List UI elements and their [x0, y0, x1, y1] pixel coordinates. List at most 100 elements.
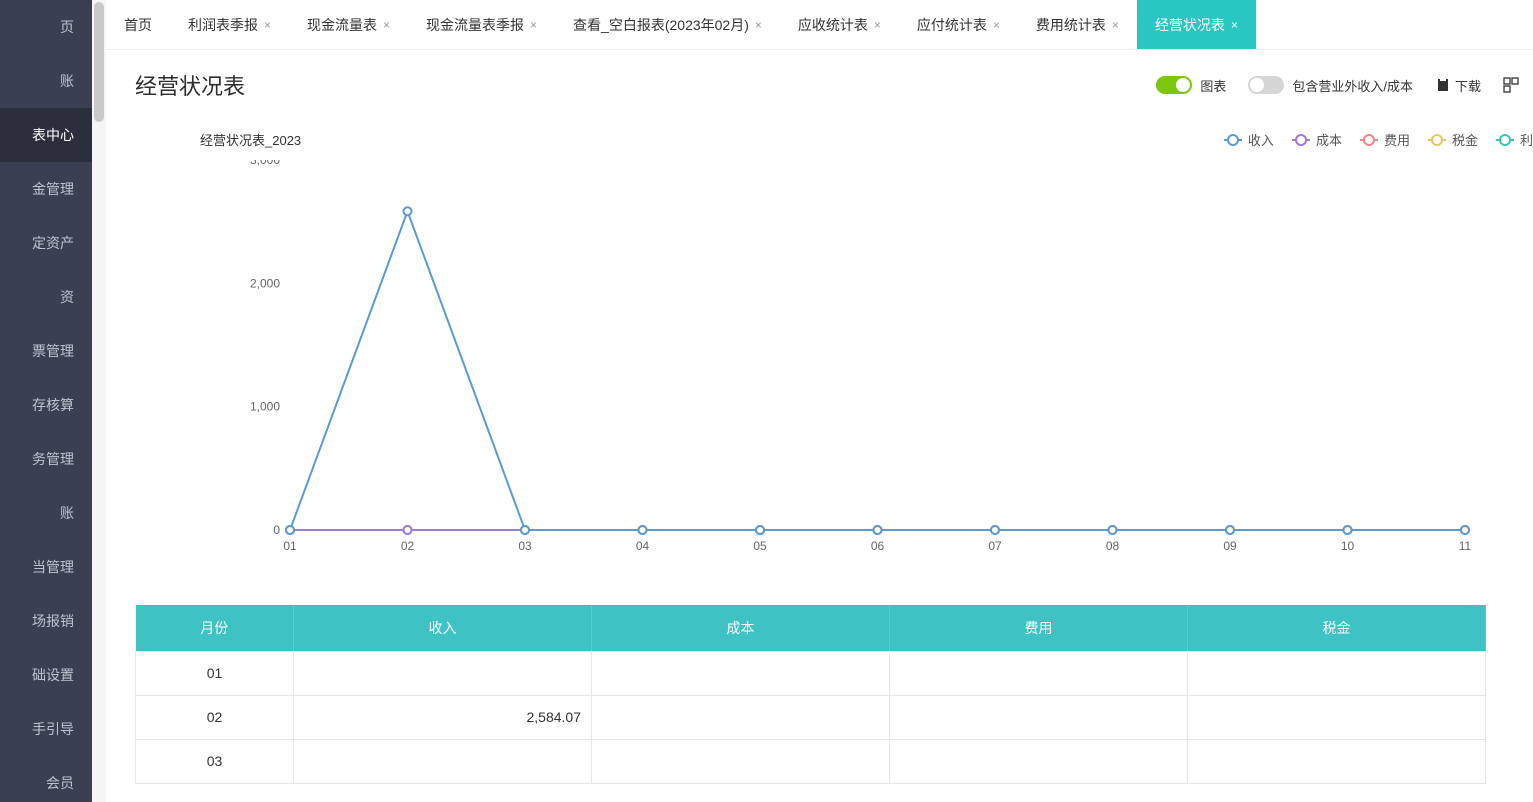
- svg-text:2,000: 2,000: [250, 276, 280, 290]
- tab-2[interactable]: 现金流量表 ×: [289, 0, 408, 49]
- close-icon[interactable]: ×: [383, 18, 390, 32]
- tab-bar: 首页 利润表季报 × 现金流量表 × 现金流量表季报 × 查看_空白报表(2023年02月) ×…: [106, 0, 1533, 50]
- sidebar-item-14[interactable]: 会员: [0, 756, 92, 802]
- sidebar-item-4[interactable]: 定资产: [0, 216, 92, 270]
- svg-text:02: 02: [401, 539, 415, 553]
- toggle-chart-label: 图表: [1200, 76, 1226, 95]
- tab-label: 应收统计表: [798, 15, 868, 35]
- svg-text:06: 06: [871, 539, 885, 553]
- legend-label: 费用: [1384, 130, 1410, 149]
- tab-label: 利润表季报: [188, 15, 258, 35]
- business-status-chart: 01,0002,0003,0000102030405060708091011: [135, 160, 1533, 570]
- col-header-2: 成本: [592, 605, 890, 651]
- tab-label: 查看_空白报表(2023年02月): [573, 15, 749, 35]
- tab-label: 现金流量表季报: [426, 15, 524, 35]
- legend-swatch: [1428, 135, 1446, 145]
- table-cell: [890, 695, 1188, 739]
- svg-text:11: 11: [1459, 539, 1472, 553]
- toggle-chart[interactable]: [1156, 76, 1192, 94]
- svg-text:04: 04: [636, 539, 650, 553]
- legend-swatch: [1292, 135, 1310, 145]
- close-icon[interactable]: ×: [530, 18, 537, 32]
- sidebar-item-2[interactable]: 表中心: [0, 108, 92, 162]
- download-button[interactable]: 下载: [1435, 76, 1481, 95]
- col-header-3: 费用: [890, 605, 1188, 651]
- tab-3[interactable]: 现金流量表季报 ×: [408, 0, 555, 49]
- table-cell: [592, 695, 890, 739]
- tab-1[interactable]: 利润表季报 ×: [170, 0, 289, 49]
- tab-6[interactable]: 应付统计表 ×: [899, 0, 1018, 49]
- tab-label: 现金流量表: [307, 15, 377, 35]
- legend-swatch: [1496, 135, 1514, 145]
- table-cell: [592, 739, 890, 783]
- table-cell: 2,584.07: [294, 695, 592, 739]
- page-title: 经营状况表: [135, 69, 245, 101]
- svg-text:09: 09: [1223, 539, 1237, 553]
- chart-title: 经营状况表_2023: [200, 130, 301, 149]
- sidebar-item-10[interactable]: 当管理: [0, 540, 92, 594]
- col-header-1: 收入: [294, 605, 592, 651]
- sidebar-scrollbar[interactable]: [92, 0, 106, 802]
- table-cell: [890, 739, 1188, 783]
- tab-label: 经营状况表: [1155, 15, 1225, 35]
- legend-item-4[interactable]: 利: [1496, 130, 1533, 149]
- sidebar-item-9[interactable]: 账: [0, 486, 92, 540]
- svg-text:08: 08: [1106, 539, 1120, 553]
- tab-label: 首页: [124, 15, 152, 35]
- download-icon: [1435, 77, 1451, 93]
- more-icon[interactable]: [1503, 77, 1519, 93]
- sidebar-nav: 页账表中心金管理定资产资票管理存核算务管理账当管理场报销础设置手引导会员: [0, 0, 92, 802]
- table-row: 022,584.07: [136, 695, 1486, 739]
- sidebar-item-0[interactable]: 页: [0, 0, 92, 54]
- svg-text:07: 07: [988, 539, 1002, 553]
- sidebar-item-12[interactable]: 础设置: [0, 648, 92, 702]
- tab-label: 费用统计表: [1036, 15, 1106, 35]
- svg-text:01: 01: [283, 539, 297, 553]
- close-icon[interactable]: ×: [993, 18, 1000, 32]
- tab-0[interactable]: 首页: [106, 0, 170, 49]
- table-cell: 01: [136, 651, 294, 695]
- tab-5[interactable]: 应收统计表 ×: [780, 0, 899, 49]
- tab-4[interactable]: 查看_空白报表(2023年02月) ×: [555, 0, 780, 49]
- legend-item-1[interactable]: 成本: [1292, 130, 1342, 149]
- svg-text:05: 05: [753, 539, 767, 553]
- chart-legend: 收入 成本 费用税金 利: [1224, 130, 1533, 149]
- sidebar-item-1[interactable]: 账: [0, 54, 92, 108]
- close-icon[interactable]: ×: [1231, 18, 1238, 32]
- col-header-4: 税金: [1188, 605, 1486, 651]
- table-cell: 03: [136, 739, 294, 783]
- table-cell: [1188, 695, 1486, 739]
- data-table: 月份收入成本费用税金01022,584.0703: [135, 605, 1486, 784]
- legend-label: 收入: [1248, 130, 1274, 149]
- sidebar-item-6[interactable]: 票管理: [0, 324, 92, 378]
- close-icon[interactable]: ×: [1112, 18, 1119, 32]
- legend-item-0[interactable]: 收入: [1224, 130, 1274, 149]
- legend-item-2[interactable]: 费用: [1360, 130, 1410, 149]
- toggle-include-nonop[interactable]: [1248, 76, 1284, 94]
- close-icon[interactable]: ×: [755, 18, 762, 32]
- legend-item-3[interactable]: 税金: [1428, 130, 1478, 149]
- tab-label: 应付统计表: [917, 15, 987, 35]
- table-cell: 02: [136, 695, 294, 739]
- close-icon[interactable]: ×: [874, 18, 881, 32]
- sidebar-scroll-thumb[interactable]: [94, 2, 104, 122]
- legend-swatch: [1360, 135, 1378, 145]
- table-cell: [1188, 739, 1486, 783]
- close-icon[interactable]: ×: [264, 18, 271, 32]
- sidebar-item-11[interactable]: 场报销: [0, 594, 92, 648]
- sidebar-item-7[interactable]: 存核算: [0, 378, 92, 432]
- sidebar-item-13[interactable]: 手引导: [0, 702, 92, 756]
- table-cell: [294, 739, 592, 783]
- sidebar-item-5[interactable]: 资: [0, 270, 92, 324]
- legend-swatch: [1224, 135, 1242, 145]
- table-row: 03: [136, 739, 1486, 783]
- tab-7[interactable]: 费用统计表 ×: [1018, 0, 1137, 49]
- legend-label: 利: [1520, 130, 1533, 149]
- table-cell: [1188, 651, 1486, 695]
- sidebar-item-3[interactable]: 金管理: [0, 162, 92, 216]
- tab-8[interactable]: 经营状况表 ×: [1137, 0, 1256, 49]
- legend-label: 成本: [1316, 130, 1342, 149]
- sidebar-item-8[interactable]: 务管理: [0, 432, 92, 486]
- table-cell: [294, 651, 592, 695]
- svg-text:03: 03: [518, 539, 532, 553]
